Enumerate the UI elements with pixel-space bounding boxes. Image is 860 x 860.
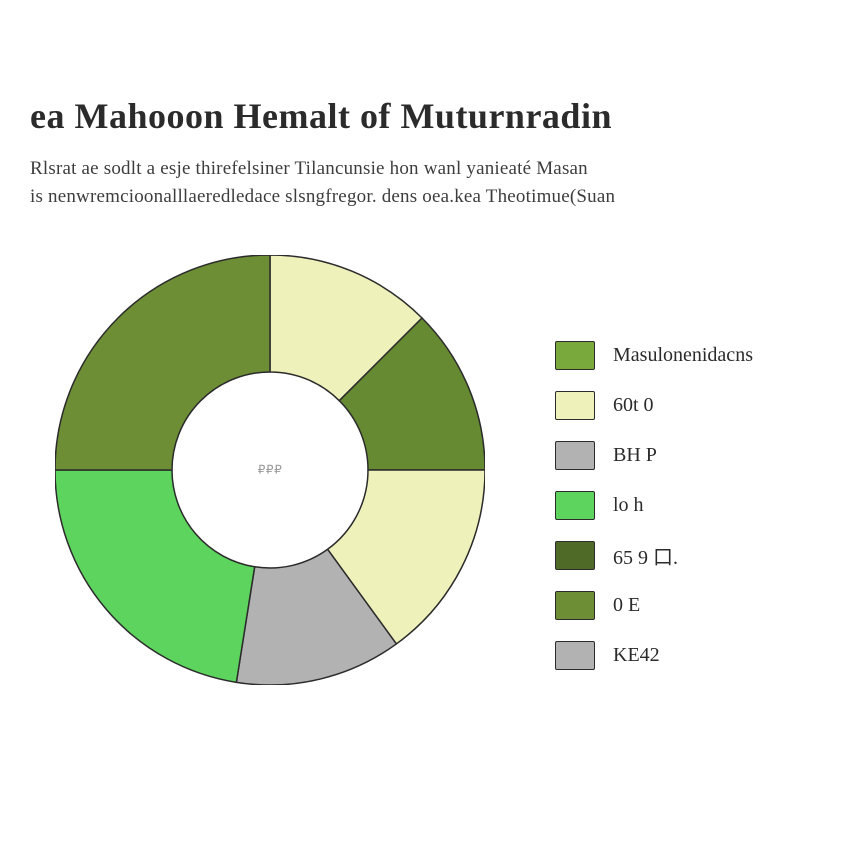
legend-label-1: 60t 0 [613, 394, 654, 417]
legend-item-3: lo h [555, 480, 753, 530]
legend-item-2: BH P [555, 430, 753, 480]
legend-label-2: BH P [613, 444, 657, 467]
legend-swatch-0 [555, 341, 595, 370]
legend-label-4: 65 9 口. [613, 541, 678, 570]
donut-chart: ₽₽₽ [55, 255, 485, 685]
legend-label-0: Masulonenidacns [613, 344, 753, 367]
subtitle-line-2: is nenwremcioonalllaeredledace slsngfreg… [30, 183, 615, 211]
legend-swatch-1 [555, 391, 595, 420]
legend-item-0: Masulonenidacns [555, 330, 753, 380]
legend-swatch-6 [555, 641, 595, 670]
legend-swatch-2 [555, 441, 595, 470]
donut-slice-5 [55, 255, 270, 470]
subtitle-line-1: Rlsrat ae sodlt a esje thirefelsiner Til… [30, 155, 615, 183]
legend-item-1: 60t 0 [555, 380, 753, 430]
legend-label-6: KE42 [613, 644, 660, 667]
legend-swatch-5 [555, 591, 595, 620]
legend-swatch-4 [555, 541, 595, 570]
donut-svg [55, 255, 485, 685]
page: ea Mahooon Hemalt of Muturnradin Rlsrat … [0, 0, 860, 860]
legend-item-5: 0 E [555, 580, 753, 630]
legend: Masulonenidacns 60t 0 BH P lo h 65 9 口. 0 E KE… [555, 330, 753, 680]
legend-label-3: lo h [613, 494, 644, 517]
page-subtitle: Rlsrat ae sodlt a esje thirefelsiner Til… [30, 155, 615, 210]
legend-label-5: 0 E [613, 594, 640, 617]
legend-item-6: KE42 [555, 630, 753, 680]
donut-slice-4 [55, 470, 255, 682]
legend-item-4: 65 9 口. [555, 530, 753, 580]
page-title: ea Mahooon Hemalt of Muturnradin [30, 95, 612, 137]
legend-swatch-3 [555, 491, 595, 520]
